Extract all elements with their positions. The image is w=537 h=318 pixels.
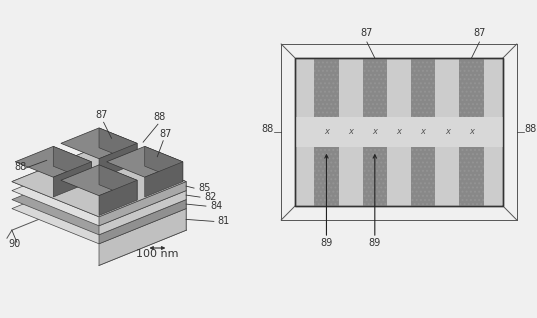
Text: x: x — [445, 128, 450, 136]
Polygon shape — [12, 146, 186, 217]
Text: x: x — [396, 128, 402, 136]
Bar — [362, 58, 387, 206]
Polygon shape — [145, 146, 183, 182]
Polygon shape — [99, 190, 186, 235]
Text: 87: 87 — [361, 28, 373, 38]
Polygon shape — [99, 182, 186, 226]
Polygon shape — [61, 165, 137, 196]
Bar — [314, 58, 338, 206]
Bar — [460, 58, 484, 206]
Bar — [460, 58, 484, 206]
Text: 81: 81 — [218, 217, 230, 226]
Bar — [295, 58, 503, 206]
Polygon shape — [53, 162, 91, 197]
Bar — [314, 58, 338, 206]
Text: 88: 88 — [154, 112, 166, 122]
Text: 88: 88 — [15, 162, 27, 172]
Text: 89: 89 — [321, 238, 332, 248]
Text: 85: 85 — [198, 183, 211, 193]
Polygon shape — [99, 200, 186, 244]
Polygon shape — [99, 180, 137, 216]
Text: 89: 89 — [369, 238, 381, 248]
Text: 87: 87 — [96, 110, 108, 120]
Text: 100 nm: 100 nm — [136, 249, 179, 259]
Polygon shape — [15, 146, 91, 177]
Polygon shape — [99, 209, 186, 266]
Text: x: x — [348, 128, 353, 136]
Text: x: x — [420, 128, 426, 136]
Bar — [295, 117, 503, 147]
Polygon shape — [61, 128, 137, 159]
Text: 87: 87 — [473, 28, 485, 38]
Text: 88: 88 — [525, 124, 537, 134]
Bar — [411, 58, 436, 206]
Polygon shape — [99, 143, 137, 178]
Text: x: x — [324, 128, 329, 136]
Text: 90: 90 — [9, 239, 21, 249]
Bar — [295, 58, 503, 206]
Text: 87: 87 — [159, 129, 171, 139]
Polygon shape — [12, 146, 186, 217]
Text: 88: 88 — [261, 124, 273, 134]
Polygon shape — [145, 162, 183, 197]
Text: x: x — [372, 128, 378, 136]
Polygon shape — [99, 146, 186, 190]
Bar — [362, 58, 387, 206]
Polygon shape — [99, 173, 186, 230]
Polygon shape — [99, 128, 137, 163]
Polygon shape — [12, 164, 186, 235]
Text: 84: 84 — [210, 201, 222, 211]
Polygon shape — [107, 146, 183, 177]
Polygon shape — [53, 146, 91, 182]
Polygon shape — [99, 156, 186, 200]
Polygon shape — [12, 156, 186, 226]
Polygon shape — [99, 165, 137, 200]
Text: 82: 82 — [204, 192, 216, 202]
Polygon shape — [99, 164, 186, 209]
Bar — [411, 58, 436, 206]
Polygon shape — [12, 173, 186, 244]
Text: x: x — [469, 128, 474, 136]
